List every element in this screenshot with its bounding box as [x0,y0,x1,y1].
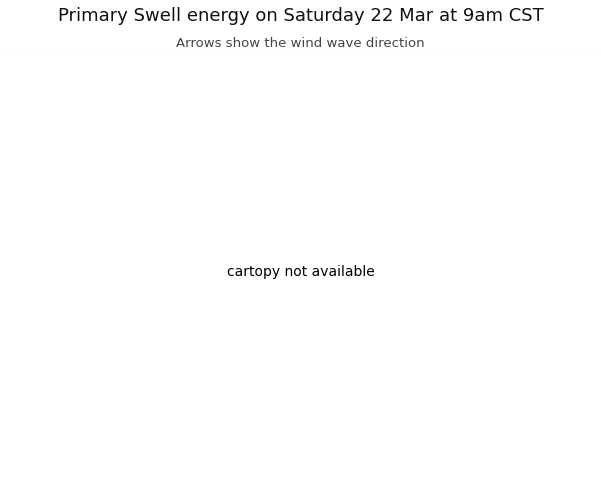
Text: Primary Swell energy on Saturday 22 Mar at 9am CST: Primary Swell energy on Saturday 22 Mar … [58,7,543,25]
Text: Arrows show the wind wave direction: Arrows show the wind wave direction [176,37,425,50]
Text: cartopy not available: cartopy not available [227,265,374,279]
